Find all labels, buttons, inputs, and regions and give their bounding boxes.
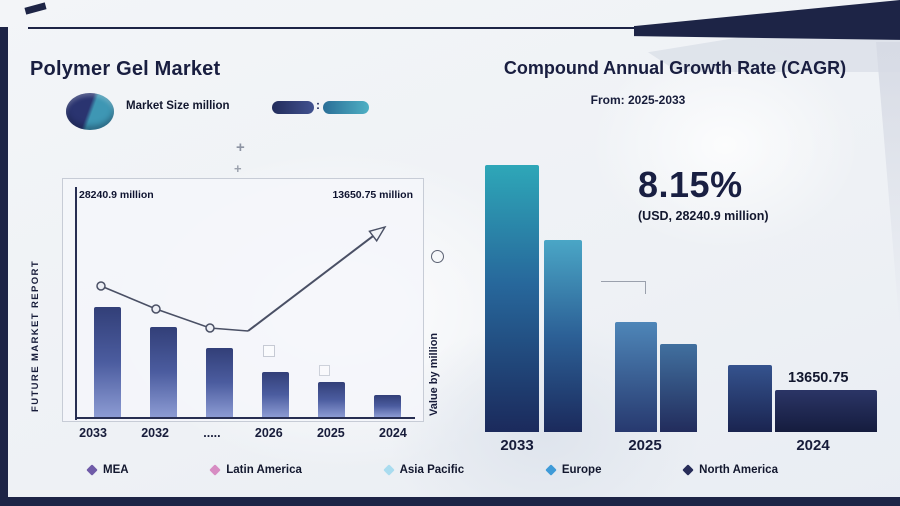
plus-decoration: +: [234, 161, 242, 176]
market-size-legend-label: Market Size million: [126, 100, 230, 112]
left-x-label-2025: 2025: [316, 426, 345, 440]
legend-item-label: MEA: [103, 464, 129, 476]
left-x-labels: 2033 2032..... 2026 2025 2024: [62, 426, 424, 440]
left-bar-2032: [149, 327, 177, 417]
right-x-label-2033: 2033: [500, 437, 534, 454]
value-axis-label: Value by million: [428, 332, 440, 416]
legend-item-europe: Europe: [545, 464, 602, 476]
circle-decoration: [431, 250, 444, 263]
cagr-subtitle: From: 2025-2033: [590, 93, 686, 107]
diamond-icon: [545, 464, 557, 476]
cagr-detail: (USD, 28240.9 million): [638, 209, 769, 223]
bottom-border: [0, 497, 900, 506]
right-bar-2033-2: [544, 240, 582, 432]
footer-legend: MEA Latin America Asia Pacific Europe North …: [86, 464, 778, 476]
cagr-value: 8.15%: [638, 164, 743, 205]
step-decoration: [601, 281, 646, 294]
diamond-icon: [86, 464, 98, 476]
left-x-label-2026: 2026: [254, 426, 283, 440]
left-bar-2033: [93, 307, 121, 417]
legend-item-label: Europe: [561, 464, 602, 476]
market-size-icon: [66, 93, 114, 130]
top-border-line: [28, 27, 642, 29]
page-title: Polymer Gel Market: [30, 58, 221, 80]
legend-item-north-america: North America: [682, 464, 778, 476]
left-border: [0, 27, 8, 506]
left-bars: [79, 185, 415, 417]
right-x-label-2025: 2025: [628, 437, 662, 454]
legend-item-mea: MEA: [86, 464, 129, 476]
legend-item-latin-america: Latin America: [209, 464, 302, 476]
annotation-end-value: 13650.75 million: [332, 189, 413, 201]
left-x-label-2032: 2032: [141, 426, 169, 440]
left-bar-.....: [205, 348, 233, 417]
right-bar-2024-5: [728, 365, 772, 432]
annotation-start-value: 28240.9 million: [79, 189, 154, 201]
legend-pill-navy: [272, 101, 314, 114]
legend-item-label: Latin America: [226, 464, 302, 476]
corner-navy-band: [634, 0, 900, 40]
legend-item-asia-pacific: Asia Pacific: [382, 464, 465, 476]
watermark-square: [263, 345, 275, 357]
end-value-label: 13650.75: [788, 370, 849, 386]
right-x-label-2024: 2024: [796, 437, 830, 454]
right-bar-2033-1: [485, 165, 539, 432]
left-x-label-2024: 2024: [379, 426, 407, 440]
background-blob: [590, 40, 860, 250]
plus-decoration: +: [236, 139, 245, 156]
y-axis-line: [75, 187, 77, 420]
side-watermark-label: FUTURE MARKET REPORT: [30, 259, 41, 412]
left-bar-2024: [373, 395, 401, 417]
right-bar-2024-6: [775, 390, 877, 432]
legend-item-label: North America: [699, 464, 778, 476]
watermark-square: [319, 365, 330, 376]
left-bar-2025: [317, 382, 345, 417]
legend-separator: :: [316, 98, 320, 112]
diamond-icon: [382, 464, 395, 476]
corner-notch-decoration: [24, 2, 47, 15]
cagr-title: Compound Annual Growth Rate (CAGR): [503, 58, 847, 78]
left-chart-panel: 28240.9 million 13650.75 million: [62, 178, 424, 422]
right-bar-2025-3: [615, 322, 657, 432]
diamond-icon: [209, 464, 221, 476]
right-bar-2025-4: [660, 344, 697, 432]
right-bars: [470, 150, 882, 432]
left-x-label-2033: 2033: [79, 426, 107, 440]
diamond-icon: [682, 464, 694, 476]
left-x-label-.....: .....: [203, 426, 221, 440]
legend-pill-teal: [323, 101, 369, 114]
legend-item-label: Asia Pacific: [399, 464, 465, 476]
left-bar-2026: [261, 372, 289, 417]
x-axis-line: [75, 417, 415, 419]
